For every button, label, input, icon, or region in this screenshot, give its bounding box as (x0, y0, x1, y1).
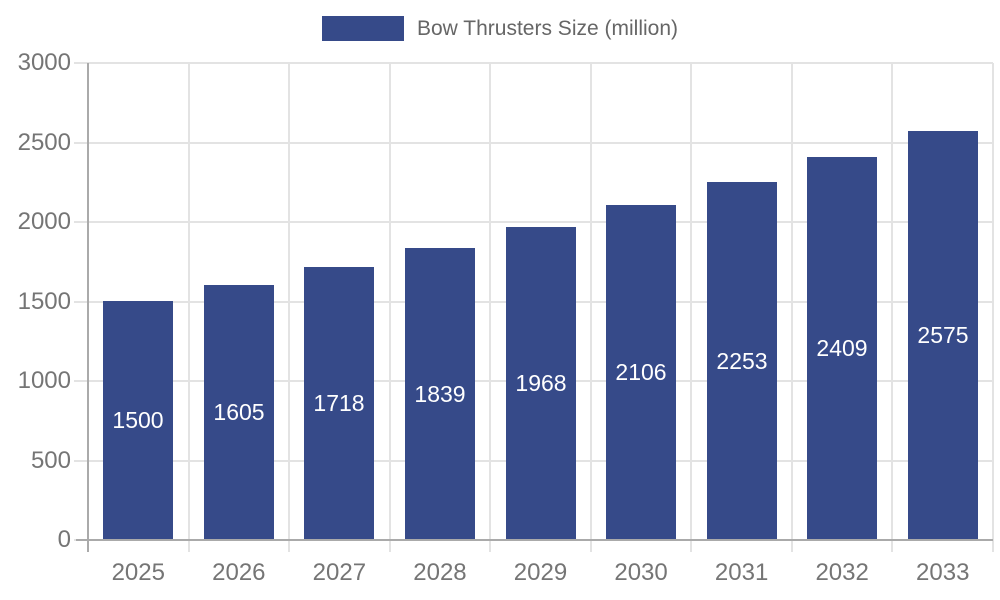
v-gridline (690, 63, 693, 552)
h-gridline (88, 141, 993, 144)
v-gridline (891, 63, 894, 552)
y-tick-label: 3000 (17, 49, 71, 76)
legend-swatch (321, 16, 404, 41)
y-axis-tick (74, 62, 88, 64)
bar-2026[interactable]: 1605 (204, 285, 274, 540)
x-tick-label: 2030 (614, 559, 668, 586)
bar-2030[interactable]: 2106 (606, 205, 676, 540)
bar-value-label: 1718 (313, 390, 365, 416)
bar-2025[interactable]: 1500 (103, 301, 173, 540)
x-tick-label: 2029 (513, 559, 568, 586)
v-gridline (288, 63, 291, 552)
x-tick-label: 2033 (916, 559, 970, 586)
y-tick-label: 1000 (17, 367, 71, 394)
bar-value-label: 2575 (917, 322, 969, 348)
x-tick-label: 2028 (413, 559, 467, 586)
legend-item[interactable]: Bow Thrusters Size (million) (321, 16, 678, 41)
y-axis-tick (74, 459, 88, 462)
bar-value-label: 2106 (615, 359, 667, 385)
h-gridline (88, 221, 993, 223)
y-axis-tick (74, 221, 88, 223)
y-axis-line (87, 63, 89, 552)
bar-2029[interactable]: 1968 (506, 227, 576, 540)
x-axis-line (76, 539, 993, 541)
x-tick-label: 2025 (111, 559, 165, 586)
v-gridline (489, 63, 492, 552)
x-tick-label: 2027 (312, 559, 367, 586)
x-tick-label: 2031 (714, 559, 769, 586)
y-tick-label: 0 (57, 526, 71, 553)
bar-value-label: 1605 (213, 399, 265, 425)
y-axis-tick (74, 300, 88, 303)
y-tick-label: 2500 (17, 128, 71, 156)
bar-value-label: 1500 (112, 407, 164, 433)
legend-label: Bow Thrusters Size (million) (416, 16, 678, 40)
bar-2028[interactable]: 1839 (405, 248, 475, 540)
v-gridline (790, 63, 793, 552)
v-gridline (992, 63, 994, 552)
v-gridline (388, 63, 391, 552)
bar-2027[interactable]: 1718 (304, 267, 374, 540)
bar-value-label: 1968 (515, 370, 567, 396)
y-axis-tick (74, 380, 88, 382)
y-tick-label: 1500 (17, 287, 71, 315)
bar-value-label: 1839 (414, 380, 466, 407)
v-gridline (187, 63, 190, 552)
v-gridline (589, 63, 592, 552)
plot-area: 0 500 1000 1500 2000 2500 3000 1500 2025 1605 2026… (18, 49, 994, 586)
y-tick-label: 2000 (17, 208, 71, 235)
x-tick-label: 2032 (815, 559, 869, 586)
bar-2032[interactable]: 2409 (807, 157, 877, 540)
bar-value-label: 2253 (716, 347, 768, 374)
bar-value-label: 2409 (816, 335, 868, 361)
x-tick-label: 2026 (212, 559, 266, 586)
y-axis-tick (74, 141, 88, 144)
legend: Bow Thrusters Size (million) (0, 16, 1000, 41)
bar-2033[interactable]: 2575 (908, 131, 978, 540)
h-gridline (88, 62, 993, 64)
y-tick-label: 500 (30, 446, 71, 474)
bar-2031[interactable]: 2253 (707, 182, 777, 540)
